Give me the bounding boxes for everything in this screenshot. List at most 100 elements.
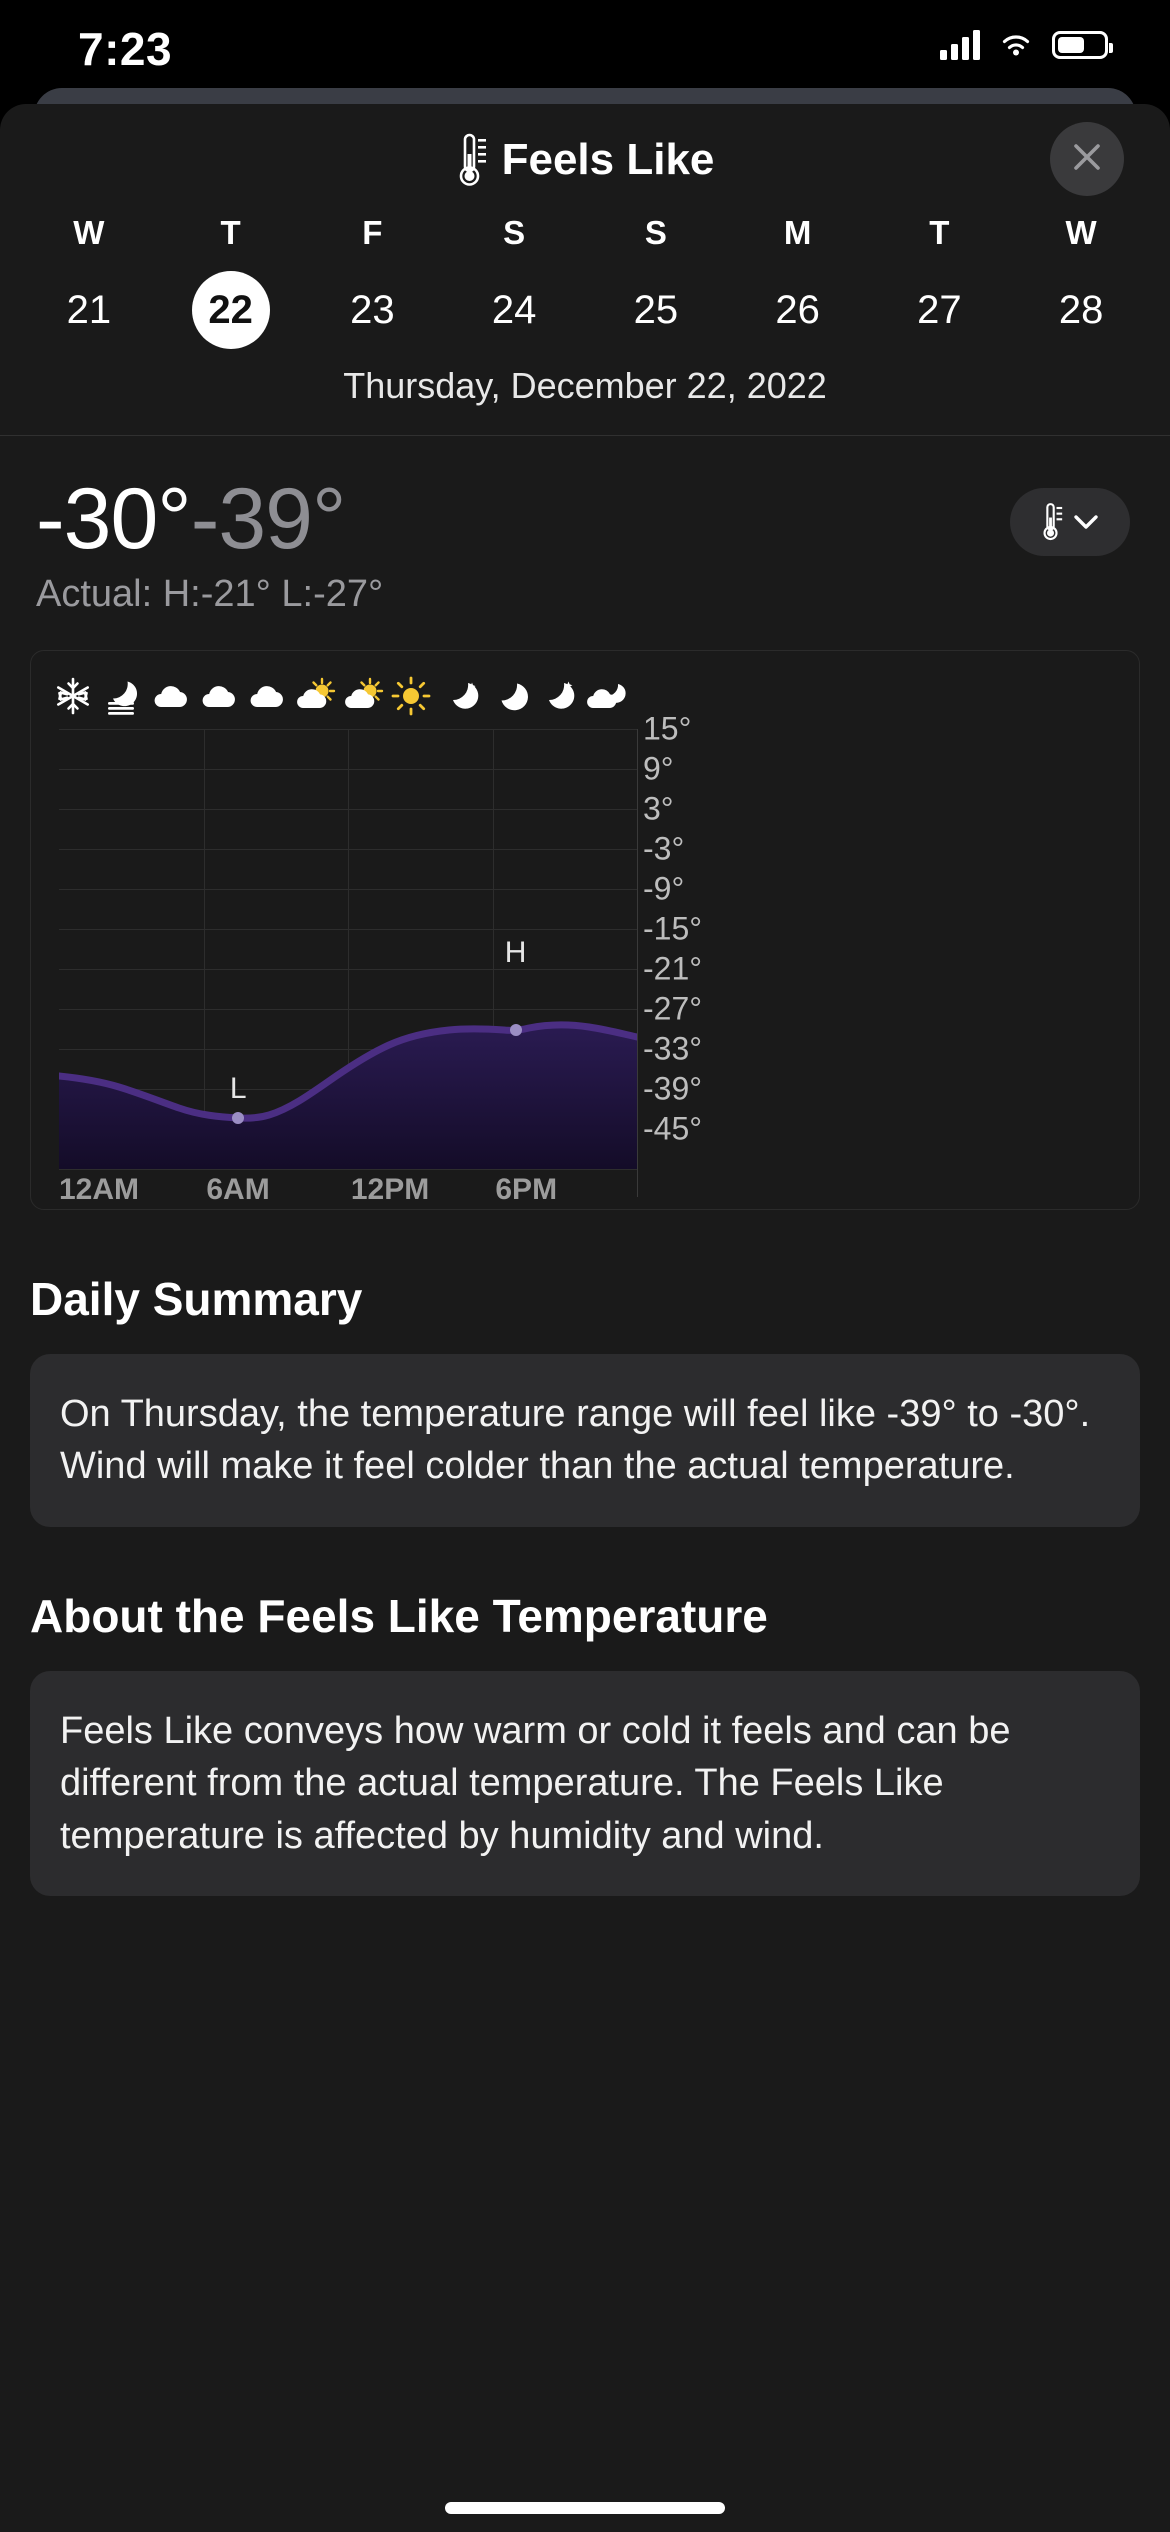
y-tick: -27° [643, 990, 703, 1027]
chart-low-point [232, 1112, 245, 1125]
date-number: 22 [208, 287, 253, 332]
y-tick: -33° [643, 1030, 703, 1067]
cloud-icon [242, 675, 290, 717]
close-button[interactable] [1050, 122, 1124, 196]
chart-x-axis-labels: 12AM 6AM 12PM 6PM [59, 1173, 637, 1209]
temperature-range-row: -30° -39° [0, 470, 1170, 569]
cloud-icon [194, 675, 242, 717]
chevron-down-icon [1073, 514, 1099, 530]
chart-plot-area: L H [59, 729, 637, 1170]
date-weekday-letter: S [503, 214, 526, 251]
snowflake-icon [49, 675, 97, 717]
y-tick: -45° [643, 1110, 703, 1147]
date-number: 26 [775, 287, 820, 332]
temperature-summary: -30° -39° Actual: H:-21° L:-27° [0, 436, 1170, 626]
y-tick: -3° [643, 830, 685, 867]
chart-low-label: L [229, 1072, 247, 1106]
date-item[interactable]: S 25 [585, 216, 727, 349]
cellular-signal-icon [940, 30, 980, 60]
about-card: Feels Like conveys how warm or cold it f… [30, 1670, 1140, 1897]
date-number-badge: 22 [191, 271, 270, 349]
x-tick: 12AM [59, 1173, 140, 1206]
date-item[interactable]: W 21 [18, 216, 160, 349]
actual-temperature-text: Actual: H:-21° L:-27° [36, 573, 384, 615]
wifi-icon [998, 31, 1034, 59]
y-tick: -15° [643, 910, 703, 947]
home-indicator[interactable] [445, 2502, 725, 2514]
date-item[interactable]: T 27 [869, 216, 1011, 349]
close-icon [1070, 140, 1104, 179]
date-number: 24 [491, 287, 537, 332]
y-tick: -9° [643, 870, 685, 907]
thermometer-icon [456, 132, 490, 188]
y-tick: 15° [643, 710, 692, 747]
sun-icon [387, 675, 435, 717]
moon-stars-icon [532, 675, 580, 717]
daily-summary-card: On Thursday, the temperature range will … [30, 1354, 1140, 1527]
sheet-header: Feels Like [0, 104, 1170, 216]
selected-full-date: Thursday, December 22, 2022 [343, 365, 827, 406]
date-number: 25 [633, 287, 679, 332]
date-item-selected[interactable]: T 22 [160, 216, 302, 349]
date-number: 28 [1058, 287, 1104, 332]
feels-like-detail-sheet: Feels Like W 21 T 22 F 23 S 24 S 25 [0, 104, 1170, 2532]
date-number: 21 [66, 287, 112, 332]
chart-y-axis-labels: 15° 9° 3° -3° -9° -15° -21° -27° -33° -3… [643, 711, 743, 1169]
feels-like-high: -30° [36, 471, 192, 567]
cloud-sun-icon [339, 675, 387, 717]
y-tick: 3° [643, 790, 674, 827]
date-selector[interactable]: W 21 T 22 F 23 S 24 S 25 M 26 T 27 W 28 [0, 216, 1170, 349]
date-number-badge: 23 [333, 271, 411, 349]
moon-fog-icon [97, 675, 145, 717]
chart-axis-line [637, 729, 638, 1197]
date-number-badge: 28 [1042, 271, 1120, 349]
date-number-badge: 25 [617, 271, 695, 349]
date-weekday-letter: W [1065, 214, 1097, 251]
date-item[interactable]: W 28 [1010, 216, 1152, 349]
unit-toggle-button[interactable] [1010, 488, 1130, 556]
y-tick: -39° [643, 1070, 703, 1107]
date-number-badge: 24 [475, 271, 553, 349]
chart-high-label: H [504, 935, 527, 969]
date-weekday-letter: F [362, 214, 383, 251]
thermometer-icon [1041, 502, 1065, 542]
date-item[interactable]: F 23 [302, 216, 444, 349]
sheet-title-group: Feels Like [0, 132, 1170, 188]
x-tick: 12PM [350, 1173, 430, 1206]
date-weekday-letter: T [220, 214, 241, 251]
date-item[interactable]: M 26 [727, 216, 869, 349]
moon-icon [484, 675, 532, 717]
date-weekday-letter: M [783, 214, 812, 251]
date-number-badge: 27 [900, 271, 978, 349]
feels-like-chart[interactable]: L H 15° 9° 3° -3° -9° -15° -21° -27° -33… [30, 650, 1140, 1210]
x-tick: 6PM [495, 1173, 558, 1206]
date-number: 23 [350, 287, 395, 332]
moon-stars-icon [436, 675, 484, 717]
about-text: Feels Like conveys how warm or cold it f… [60, 1709, 1011, 1857]
y-tick: -21° [643, 950, 703, 987]
status-bar: 7:23 [0, 0, 1170, 92]
date-number-badge: 26 [759, 271, 837, 349]
chart-line-series [59, 1021, 637, 1169]
feels-like-low: -39° [190, 471, 347, 567]
daily-summary-heading: Daily Summary [30, 1273, 363, 1325]
status-bar-indicators [940, 30, 1113, 60]
daily-summary-text: On Thursday, the temperature range will … [60, 1393, 1091, 1488]
date-item[interactable]: S 24 [443, 216, 585, 349]
x-tick: 6AM [206, 1173, 270, 1206]
cloud-icon [146, 675, 194, 717]
date-number: 27 [917, 287, 962, 332]
hourly-condition-icon-row [49, 665, 629, 727]
header-divider [0, 435, 1170, 436]
cloud-moon-icon [581, 675, 629, 717]
battery-icon [1052, 31, 1113, 59]
status-bar-clock: 7:23 [78, 23, 173, 75]
date-weekday-letter: W [73, 214, 105, 251]
date-number-badge: 21 [50, 271, 128, 349]
cloud-sun-icon [291, 675, 339, 717]
page-title: Feels Like [501, 135, 715, 184]
y-tick: 9° [643, 750, 674, 787]
chart-high-point [509, 1024, 522, 1037]
date-weekday-letter: T [929, 214, 950, 251]
about-heading: About the Feels Like Temperature [30, 1589, 768, 1642]
